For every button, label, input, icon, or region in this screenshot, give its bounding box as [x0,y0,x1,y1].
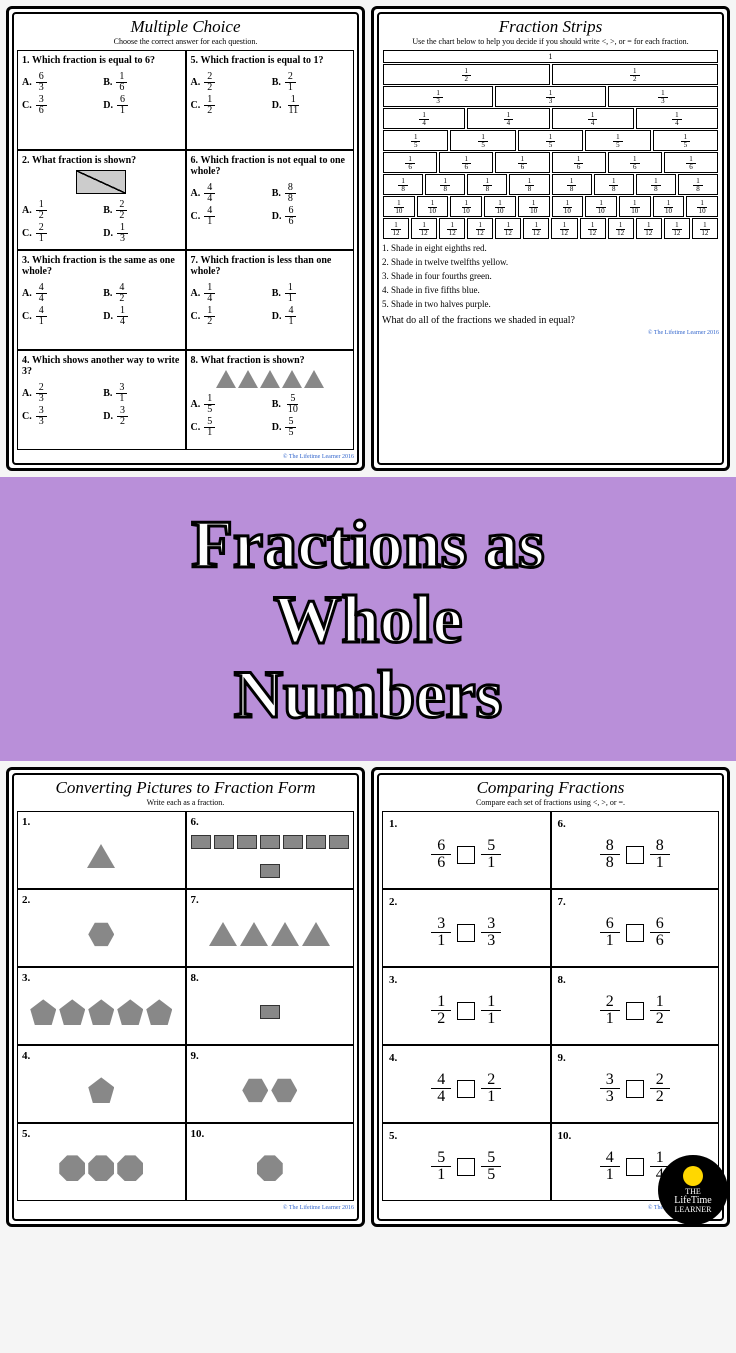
answer-box[interactable] [626,1080,644,1098]
compare-cell: 4.4421 [382,1045,551,1123]
compare-cell: 9.3322 [551,1045,720,1123]
question-cell: 5. Which fraction is equal to 1?A. 22B. … [186,50,355,150]
sheet-subtitle: Choose the correct answer for each quest… [17,37,354,46]
answer-box[interactable] [626,924,644,942]
sheet-fraction-strips: Fraction Strips Use the chart below to h… [371,6,730,471]
picture-grid: 1.6.2.7.3.8.4.9.5.10. [17,811,354,1201]
instruction: 2. Shade in twelve twelfths yellow. [382,257,719,267]
compare-cell: 8.2112 [551,967,720,1045]
picture-cell: 5. [17,1123,186,1201]
compare-cell: 3.1211 [382,967,551,1045]
sheet-subtitle: Use the chart below to help you decide i… [382,37,719,46]
picture-cell: 1. [17,811,186,889]
banner-line: Fractions as [20,507,716,582]
answer-box[interactable] [457,846,475,864]
question: What do all of the fractions we shaded i… [382,315,719,326]
question-cell: 3. Which fraction is the same as one who… [17,250,186,350]
page: Multiple Choice Choose the correct answe… [0,0,736,1233]
sheet-subtitle: Write each as a fraction. [17,798,354,807]
brand-logo: THE LifeTime LEARNER [658,1155,728,1225]
picture-cell: 9. [186,1045,355,1123]
picture-cell: 10. [186,1123,355,1201]
compare-cell: 6.8881 [551,811,720,889]
question-cell: 8. What fraction is shown?A. 15B. 510C. … [186,350,355,450]
answer-box[interactable] [626,1002,644,1020]
picture-cell: 8. [186,967,355,1045]
compare-cell: 7.6166 [551,889,720,967]
strip-row: 1212 [382,64,719,85]
strip-row: 1818181818181818 [382,174,719,195]
sheet-subtitle: Compare each set of fractions using <, >… [382,798,719,807]
strip-row: 161616161616 [382,152,719,173]
instruction: 5. Shade in two halves purple. [382,299,719,309]
footer: © The Lifetime Learner 2016 [382,330,719,336]
banner-line: Whole [20,582,716,657]
strip-row: 131313 [382,86,719,107]
sheet-converting-pictures: Converting Pictures to Fraction Form Wri… [6,767,365,1227]
answer-box[interactable] [457,1080,475,1098]
compare-grid: 1.66516.88812.31337.61663.12118.21124.44… [382,811,719,1201]
strip-row: 1 [382,50,719,63]
picture-cell: 2. [17,889,186,967]
sheet-title: Multiple Choice [17,17,354,37]
picture-cell: 3. [17,967,186,1045]
compare-cell: 1.6651 [382,811,551,889]
title-banner: Fractions as Whole Numbers [0,477,736,761]
sheet-multiple-choice: Multiple Choice Choose the correct answe… [6,6,365,471]
strip-row: 1515151515 [382,130,719,151]
question-cell: 6. Which fraction is not equal to one wh… [186,150,355,250]
question-cell: 7. Which fraction is less than one whole… [186,250,355,350]
sheet-title: Converting Pictures to Fraction Form [17,778,354,798]
strips-chart: 1121213131314141414151515151516161616161… [382,50,719,239]
instructions: 1. Shade in eight eighths red. 2. Shade i… [382,243,719,309]
question-cell: 2. What fraction is shown?A. 12B. 22C. 2… [17,150,186,250]
answer-box[interactable] [457,1158,475,1176]
bottom-row: Converting Pictures to Fraction Form Wri… [0,761,736,1233]
footer: © The Lifetime Learner 2016 [17,454,354,460]
strip-row: 110110110110110110110110110110 [382,196,719,217]
bulb-icon [683,1166,703,1186]
banner-line: Numbers [20,657,716,732]
instruction: 3. Shade in four fourths green. [382,271,719,281]
answer-box[interactable] [626,1158,644,1176]
compare-cell: 2.3133 [382,889,551,967]
instruction: 1. Shade in eight eighths red. [382,243,719,253]
compare-cell: 5.5155 [382,1123,551,1201]
strip-row: 112112112112112112112112112112112112 [382,218,719,239]
question-grid: 1. Which fraction is equal to 6?A. 63B. … [17,50,354,450]
sheet-title: Comparing Fractions [382,778,719,798]
answer-box[interactable] [457,924,475,942]
question-cell: 4. Which shows another way to write 3?A.… [17,350,186,450]
picture-cell: 6. [186,811,355,889]
footer: © The Lifetime Learner 2016 [17,1205,354,1211]
top-row: Multiple Choice Choose the correct answe… [0,0,736,477]
sheet-title: Fraction Strips [382,17,719,37]
picture-cell: 7. [186,889,355,967]
answer-box[interactable] [626,846,644,864]
logo-text: LEARNER [675,1206,712,1214]
question-cell: 1. Which fraction is equal to 6?A. 63B. … [17,50,186,150]
picture-cell: 4. [17,1045,186,1123]
answer-box[interactable] [457,1002,475,1020]
strip-row: 14141414 [382,108,719,129]
instruction: 4. Shade in five fifths blue. [382,285,719,295]
